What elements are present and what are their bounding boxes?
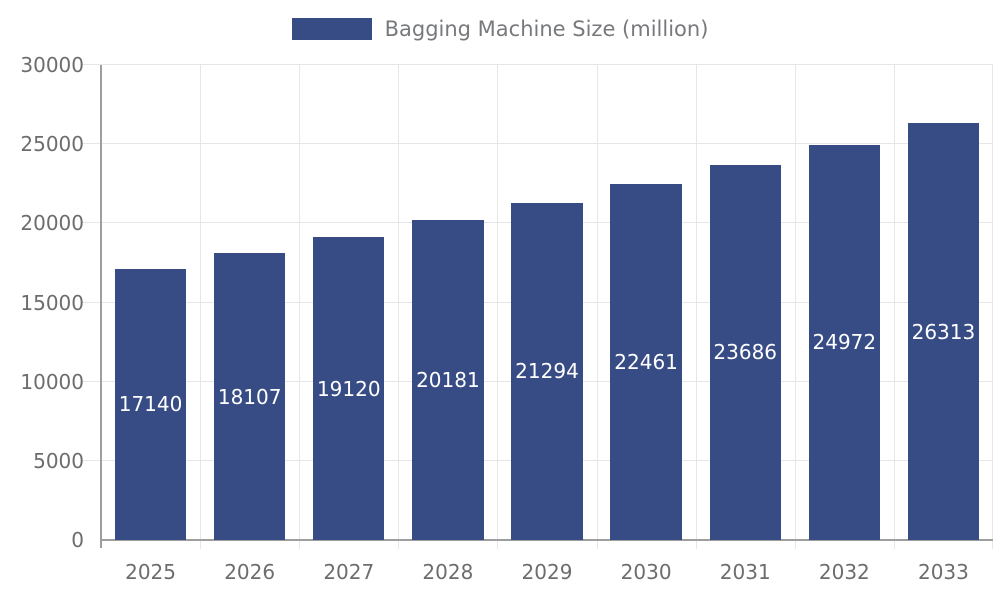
gridline-vertical [398,65,400,549]
gridline-vertical [695,65,697,549]
x-axis-tick-label: 2025 [125,560,176,584]
x-axis-tick-label: 2028 [422,560,474,584]
bar[interactable]: 22461 [610,184,682,540]
y-axis-tick-label: 15000 [20,290,84,315]
x-axis-tick-label: 2026 [224,560,276,584]
gridline-vertical [893,65,895,549]
y-axis-tick-label: 10000 [20,369,84,394]
x-axis-tick-label: 2029 [521,560,573,584]
y-axis-tick-label: 5000 [33,448,84,473]
bar[interactable]: 23686 [709,164,781,540]
bar-value-label: 21294 [515,359,579,384]
gridline-horizontal [81,64,993,65]
bar[interactable]: 19120 [313,237,385,540]
gridline-vertical [794,65,796,549]
gridline-horizontal [81,143,993,145]
bar-value-label: 23686 [713,340,778,365]
y-axis-tick-label: 0 [71,528,84,552]
gridline-vertical [992,65,993,549]
bar[interactable]: 17140 [114,268,187,540]
gridline-vertical [200,65,202,549]
bar-value-label: 17140 [118,392,183,417]
bar[interactable]: 21294 [511,202,583,540]
x-axis-line [100,539,993,541]
bar[interactable]: 24972 [808,144,880,540]
plot-area: 17140 18107 19120 20181 21294 22461 23686 24972… [20,53,993,584]
y-axis-tick-label: 25000 [20,132,84,157]
bar-value-label: 19120 [316,376,381,401]
y-axis-tick-label: 30000 [20,53,84,77]
x-axis-tick-label: 2033 [917,560,969,584]
gridline-vertical [497,65,499,549]
bar-value-label: 26313 [911,319,976,344]
y-axis-tick-label: 20000 [20,211,84,236]
gridline-vertical [299,65,301,549]
bar-value-label: 18107 [217,384,282,409]
bar-value-label: 22461 [614,350,678,375]
x-axis-tick-label: 2032 [818,560,870,584]
x-axis-tick-label: 2030 [620,560,672,584]
legend: Bagging Machine Size (million) [0,18,1000,40]
x-axis-tick-label: 2031 [719,560,771,584]
bar[interactable]: 20181 [412,220,484,540]
bar-value-label: 24972 [812,330,877,355]
legend-item[interactable]: Bagging Machine Size (million) [291,17,709,41]
x-axis-tick-label: 2027 [323,560,375,584]
bar[interactable]: 26313 [907,123,980,540]
gridline-vertical [596,65,598,549]
legend-swatch-icon [291,18,372,40]
y-axis-line [100,65,102,548]
bar[interactable]: 18107 [213,253,286,540]
legend-label: Bagging Machine Size (million) [384,17,709,41]
bar-value-label: 20181 [416,368,480,393]
